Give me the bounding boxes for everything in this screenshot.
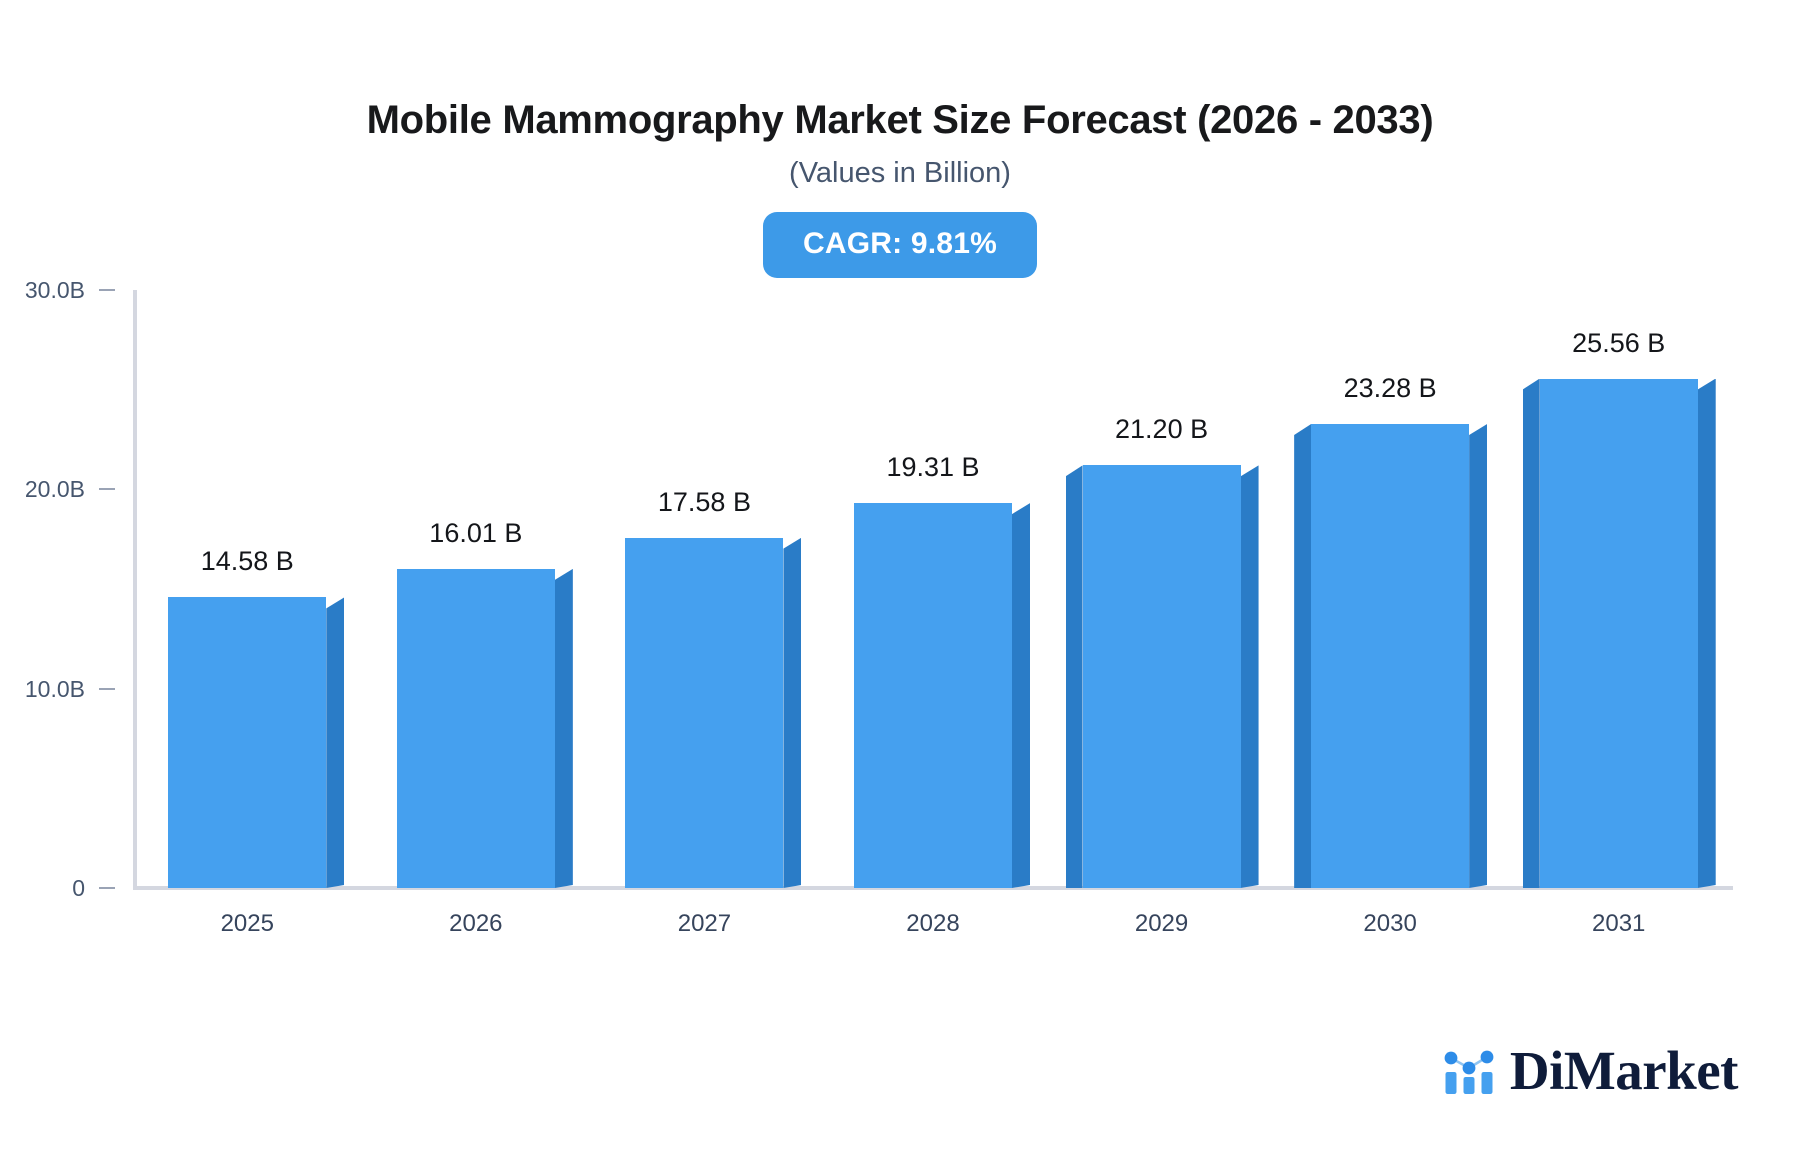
bar-right-face [1698, 379, 1716, 888]
x-axis-tick-label: 2027 [677, 910, 732, 937]
bar[interactable] [625, 537, 784, 888]
bar-column[interactable]: 25.56 B [1522, 290, 1698, 888]
bar-right-face [555, 569, 573, 888]
bar-value-label: 17.58 B [657, 486, 751, 517]
bar-series: 14.58 B 16.01 B 17.58 B 19.31 B 21.20 B 23.28… [133, 290, 1733, 888]
bar-left-face [1294, 423, 1312, 888]
y-axis-tick-label: 30.0B [24, 277, 85, 303]
bar-right-face [783, 538, 801, 888]
x-axis-line [133, 886, 1733, 890]
bar-value-label: 25.56 B [1572, 327, 1666, 358]
bar-front-face [396, 568, 555, 888]
page-title: Mobile Mammography Market Size Forecast … [366, 98, 1434, 142]
x-axis-tick-label: 2028 [906, 910, 960, 937]
chart-subtitle: (Values in Billion) [789, 157, 1011, 189]
y-axis-tick-mark [99, 289, 115, 291]
bar-front-face [1539, 378, 1698, 888]
chart-header: Mobile Mammography Market Size Forecast … [0, 0, 1800, 278]
y-axis-tick: 20.0B [0, 476, 133, 503]
bar-front-face [1082, 465, 1241, 888]
y-axis-tick-label: 20.0B [24, 476, 85, 503]
y-axis-tick-mark [99, 887, 115, 889]
x-axis-tick-label: 2030 [1363, 910, 1417, 937]
bar[interactable] [396, 568, 555, 888]
bar-right-face [326, 597, 344, 888]
x-axis-tick-label: 2026 [449, 910, 503, 937]
bar-right-face [1012, 503, 1030, 888]
bar-column[interactable]: 21.20 B [1065, 290, 1241, 888]
bar-value-label: 23.28 B [1343, 372, 1437, 403]
bar-column[interactable]: 23.28 B [1294, 290, 1470, 888]
bar-value-label: 21.20 B [1115, 414, 1209, 445]
bar-right-face [1241, 465, 1259, 888]
bar-value-label: 14.58 B [200, 546, 294, 577]
bar-left-face [1522, 378, 1540, 888]
cagr-badge-wrapper: CAGR: 9.81% [0, 211, 1800, 278]
bar[interactable] [168, 597, 326, 888]
y-axis-tick-label: 10.0B [24, 675, 85, 702]
bar-value-label: 19.31 B [886, 452, 980, 483]
bar-right-face [1469, 424, 1487, 888]
y-axis-tick: 30.0B [0, 277, 133, 303]
bar[interactable] [1294, 423, 1470, 888]
y-axis-line [133, 290, 137, 890]
x-axis-tick-label: 2031 [1592, 910, 1646, 937]
bar-front-face [854, 503, 1012, 888]
bar-front-face [625, 537, 784, 888]
y-axis-tick-mark [99, 488, 115, 491]
x-axis-tick-label: 2029 [1134, 910, 1189, 937]
bar-value-label: 16.01 B [429, 517, 523, 548]
bar[interactable] [854, 503, 1012, 888]
bar-left-face [1065, 465, 1083, 888]
bar-front-face [1311, 423, 1470, 888]
y-axis-tick-mark [99, 687, 115, 690]
dimarket-logo: DiMarket [1442, 1040, 1739, 1101]
bar-column[interactable]: 16.01 B [396, 290, 555, 888]
x-axis-tick-label: 2025 [220, 910, 274, 937]
bar-column[interactable]: 14.58 B [168, 290, 326, 888]
bar[interactable] [1065, 465, 1241, 888]
bar-chart-logo-icon [1444, 1050, 1494, 1094]
bar[interactable] [1522, 378, 1698, 888]
logo-text: DiMarket [1509, 1040, 1739, 1101]
y-axis-tick: 10.0B [0, 675, 133, 702]
y-axis-tick: 0 [0, 875, 133, 901]
bar-column[interactable]: 19.31 B [854, 290, 1012, 888]
y-axis-tick-label: 0 [72, 875, 85, 901]
bar-column[interactable]: 17.58 B [625, 290, 783, 888]
bar-front-face [168, 597, 327, 888]
cagr-badge: CAGR: 9.81% [763, 211, 1037, 278]
